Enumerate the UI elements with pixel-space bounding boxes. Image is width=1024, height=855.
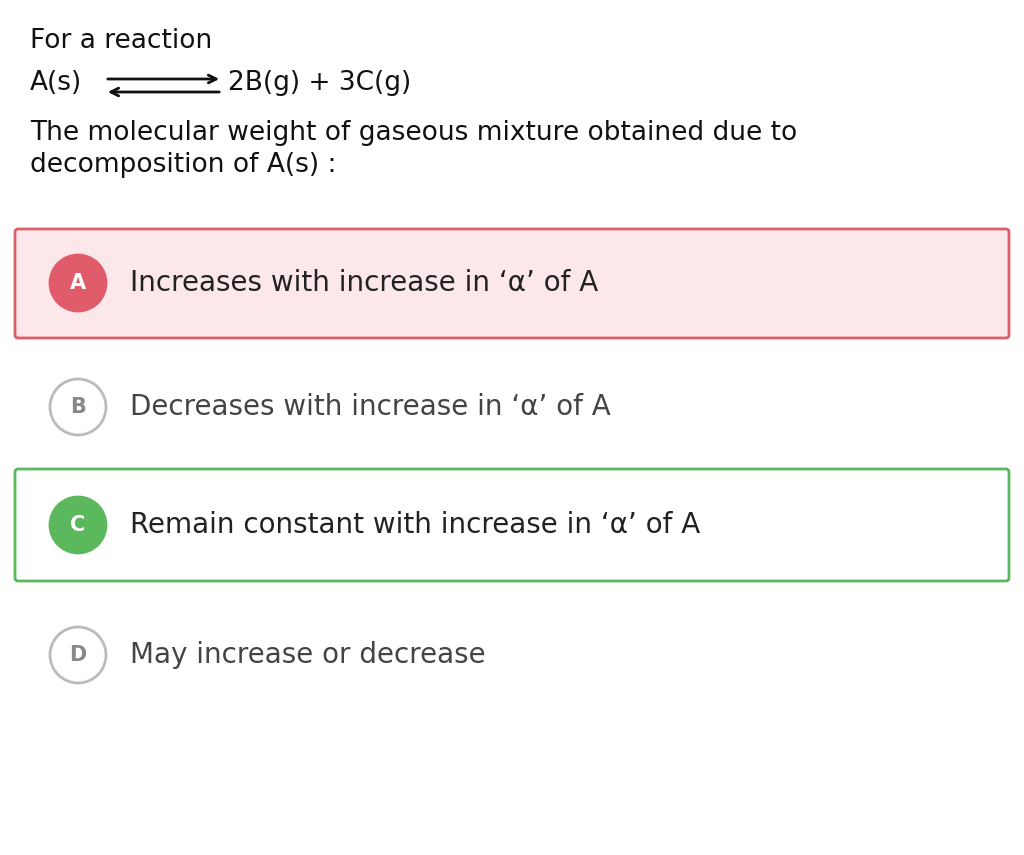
Circle shape bbox=[50, 255, 106, 311]
Circle shape bbox=[50, 379, 106, 435]
Text: decomposition of A(s) :: decomposition of A(s) : bbox=[30, 152, 337, 178]
Text: Decreases with increase in ‘α’ of A: Decreases with increase in ‘α’ of A bbox=[130, 393, 610, 421]
Text: D: D bbox=[70, 645, 87, 665]
Circle shape bbox=[50, 497, 106, 553]
Text: A(s): A(s) bbox=[30, 70, 82, 96]
Circle shape bbox=[50, 627, 106, 683]
Text: For a reaction: For a reaction bbox=[30, 28, 212, 54]
Text: Remain constant with increase in ‘α’ of A: Remain constant with increase in ‘α’ of … bbox=[130, 511, 700, 539]
FancyBboxPatch shape bbox=[15, 229, 1009, 338]
Text: May increase or decrease: May increase or decrease bbox=[130, 641, 485, 669]
FancyBboxPatch shape bbox=[15, 469, 1009, 581]
Text: A: A bbox=[70, 273, 86, 293]
Text: Increases with increase in ‘α’ of A: Increases with increase in ‘α’ of A bbox=[130, 269, 598, 297]
Text: 2B(g) + 3C(g): 2B(g) + 3C(g) bbox=[228, 70, 412, 96]
Text: B: B bbox=[70, 397, 86, 417]
Text: C: C bbox=[71, 515, 86, 535]
Text: The molecular weight of gaseous mixture obtained due to: The molecular weight of gaseous mixture … bbox=[30, 120, 798, 146]
